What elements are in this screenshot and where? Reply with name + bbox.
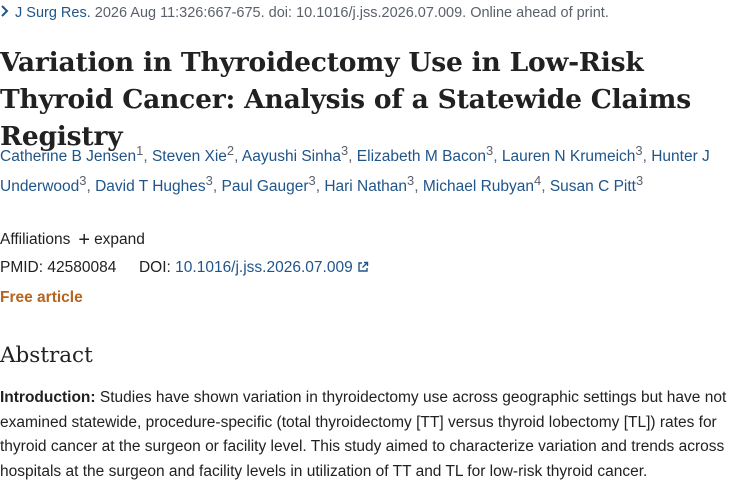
author-affiliation-number[interactable]: 3 [486, 143, 494, 158]
author-link[interactable]: Paul Gauger [221, 177, 309, 195]
author-link[interactable]: Hari Nathan [324, 177, 408, 195]
author-affiliation-number[interactable]: 3 [308, 172, 316, 188]
affiliations-row: Affiliations + expand [0, 229, 145, 251]
doi-link[interactable]: 10.1016/j.jss.2026.07.009 [175, 259, 369, 276]
pmid-value: 42580084 [47, 259, 117, 276]
doi-label: DOI: [138, 259, 171, 276]
abstract-heading: Abstract [0, 343, 93, 368]
abstract-introduction: Introduction: Studies have shown variati… [0, 386, 750, 484]
identifiers-row: PMID: 42580084 DOI: 10.1016/j.jss.2026.0… [0, 259, 369, 278]
author-list: Catherine B Jensen1, Steven Xie2, Aayush… [0, 143, 710, 195]
author-affiliation-number[interactable]: 3 [635, 172, 644, 188]
author-affiliation-number[interactable]: 1 [136, 143, 144, 158]
author-affiliation-number[interactable]: 3 [79, 172, 87, 188]
author-link[interactable]: Susan C Pitt [549, 177, 636, 195]
journal-link[interactable]: J Surg Res. [15, 5, 91, 21]
author-link[interactable]: Elizabeth M Bacon [356, 148, 487, 166]
author-affiliation-number[interactable]: 3 [205, 172, 213, 188]
author-link[interactable]: Aayushi Sinha [241, 148, 341, 166]
doi-link-text: 10.1016/j.jss.2026.07.009 [175, 259, 353, 276]
chevron-right-icon[interactable] [0, 4, 9, 20]
pmid-label: PMID: [0, 259, 44, 276]
author-link[interactable]: Catherine B Jensen [0, 148, 137, 166]
expand-label: expand [94, 231, 145, 248]
external-link-icon [357, 260, 369, 278]
author-link[interactable]: Steven Xie [151, 148, 227, 166]
expand-toggle[interactable]: + expand [70, 229, 145, 251]
introduction-text: Studies have shown variation in thyroide… [0, 389, 727, 480]
article-title: Variation in Thyroidectomy Use in Low-Ri… [0, 47, 691, 152]
author-affiliation-number[interactable]: 4 [534, 172, 542, 188]
free-article-row: Free article [0, 289, 83, 307]
introduction-label: Introduction: [0, 389, 96, 406]
citation-details: 2026 Aug 11:326:667-675. doi: 10.1016/j.… [94, 5, 609, 21]
author-affiliation-number[interactable]: 3 [635, 143, 643, 158]
free-article-badge[interactable]: Free article [0, 289, 83, 306]
affiliations-label: Affiliations [0, 231, 71, 248]
citation-line: J Surg Res. 2026 Aug 11:326:667-675. doi… [0, 4, 609, 21]
plus-icon: + [78, 229, 91, 251]
author-affiliation-number[interactable]: 3 [407, 172, 415, 188]
author-affiliation-number[interactable]: 2 [226, 143, 235, 158]
author-link[interactable]: Michael Rubyan [422, 177, 535, 195]
author-link[interactable]: Hunter J Underwood [0, 148, 710, 195]
author-link[interactable]: Lauren N Krumeich [501, 148, 636, 166]
author-affiliation-number[interactable]: 3 [340, 143, 349, 158]
author-link[interactable]: David T Hughes [95, 177, 206, 195]
